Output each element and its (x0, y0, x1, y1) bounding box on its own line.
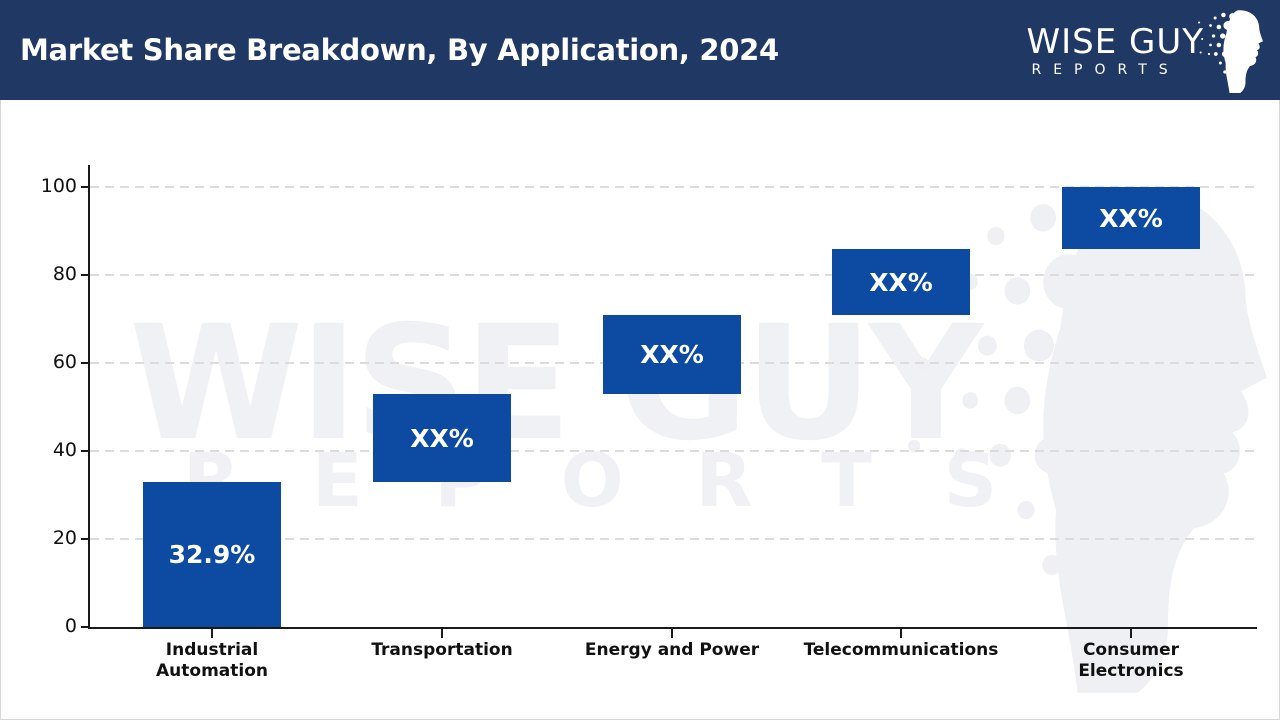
y-tick-label: 20 (52, 527, 77, 549)
y-tick-label: 80 (52, 263, 77, 285)
app-header: Market Share Breakdown, By Application, … (0, 0, 1280, 100)
logo-wordmark: WISE GUY REPORTS (1026, 25, 1204, 77)
x-axis (88, 627, 1257, 629)
bar-consumer-electronics: XX% (1062, 187, 1200, 250)
x-tick (211, 629, 213, 638)
y-tick-label: 100 (40, 175, 77, 197)
page-title: Market Share Breakdown, By Application, … (20, 33, 779, 67)
y-tick (81, 186, 89, 188)
wise-guy-logo: WISE GUY REPORTS (1026, 6, 1266, 96)
x-tick (900, 629, 902, 638)
y-tick (81, 362, 89, 364)
category-label-transportation: Transportation (371, 640, 513, 660)
y-tick-label: 60 (52, 351, 77, 373)
logo-subname: REPORTS (1031, 62, 1180, 78)
y-tick (81, 274, 89, 276)
chart-area: 0 20 40 60 80 100 32.9% Industrial Automation XX… (1, 100, 1279, 719)
x-tick (1130, 629, 1132, 638)
bar-energy-and-power: XX% (603, 315, 741, 395)
bar-value-label: 32.9% (168, 540, 256, 570)
chart-panel: WISE GUY REPORTS 0 20 40 60 80 100 32.9% Indust… (0, 100, 1280, 720)
gridline (90, 274, 1257, 276)
y-tick-label: 0 (64, 615, 77, 637)
gridline (90, 186, 1257, 188)
category-label-industrial-automation: Industrial Automation (156, 640, 268, 682)
bar-industrial-automation: 32.9% (143, 482, 281, 627)
x-tick (441, 629, 443, 638)
bar-value-label: XX% (869, 267, 933, 297)
category-label-telecommunications: Telecommunications (803, 640, 999, 660)
bar-transportation: XX% (373, 394, 511, 483)
gridline (90, 450, 1257, 452)
bar-value-label: XX% (640, 340, 704, 370)
y-axis (88, 165, 90, 629)
bar-telecommunications: XX% (832, 249, 970, 316)
gridline (90, 538, 1257, 540)
x-tick (671, 629, 673, 638)
logo-name: WISE GUY (1026, 22, 1204, 62)
category-label-consumer-electronics: Consumer Electronics (1078, 640, 1184, 682)
bar-value-label: XX% (1099, 203, 1163, 233)
bar-value-label: XX% (410, 423, 474, 453)
category-label-energy-and-power: Energy and Power (584, 640, 760, 660)
y-tick (81, 450, 89, 452)
wise-guy-face-icon (1198, 10, 1263, 93)
y-tick-label: 40 (52, 439, 77, 461)
y-tick (81, 626, 89, 628)
y-tick (81, 538, 89, 540)
